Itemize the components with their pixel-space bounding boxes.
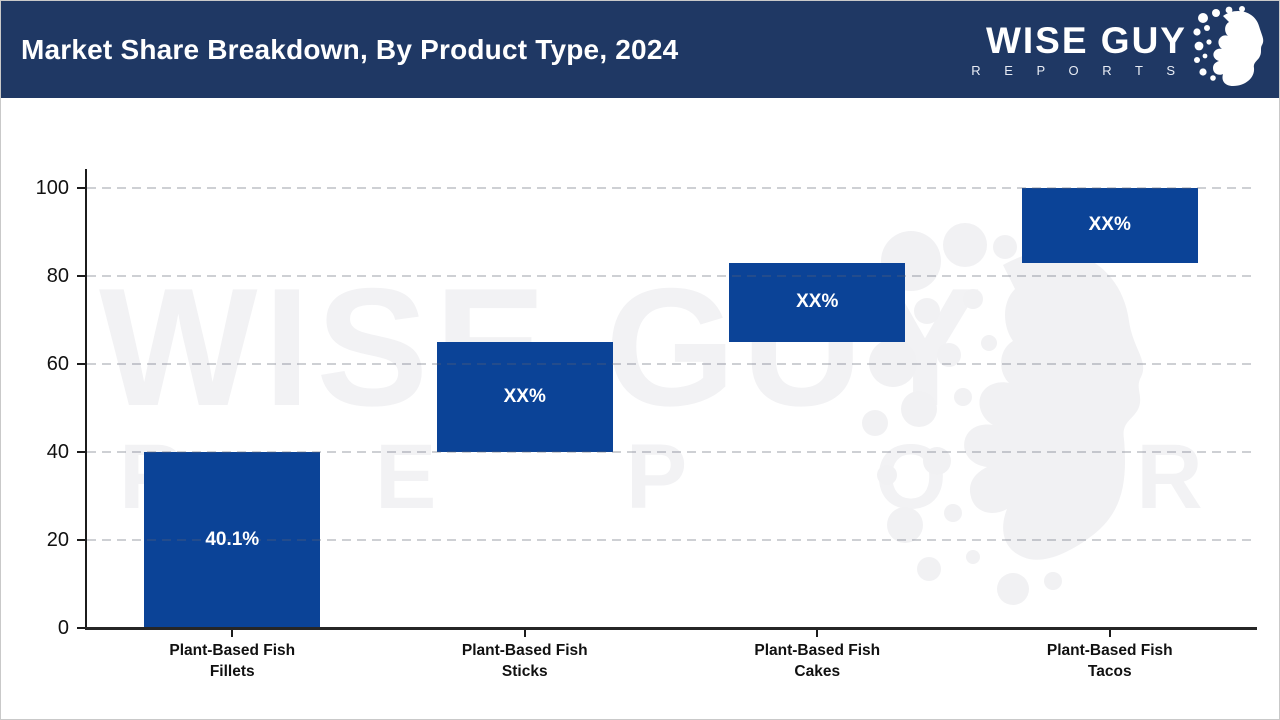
bar-value-label: XX% (796, 291, 839, 313)
bar (436, 342, 613, 452)
gridline (87, 363, 1256, 365)
y-axis-tick (77, 275, 85, 277)
y-tick-label: 40 (46, 441, 69, 463)
bar-value-label: XX% (1088, 214, 1131, 236)
brand-logo: WISE GUY R E P O R T S (971, 4, 1267, 95)
bar (1021, 188, 1198, 263)
logo-wordmark: WISE GUY R E P O R T S (971, 22, 1187, 78)
y-tick-label: 0 (57, 617, 69, 639)
logo-wordmark-line1: WISE GUY (985, 19, 1187, 61)
x-tick-label-line1: Plant-Based Fish (1046, 642, 1173, 659)
x-tick-label: Plant-Based Fish Tacos (980, 641, 1240, 682)
x-axis-tick (816, 630, 819, 637)
y-axis-tick (77, 363, 85, 365)
x-tick-label-line2: Sticks (501, 662, 548, 680)
logo-wordmark-line2: R E P O R T S (971, 62, 1185, 78)
x-axis-tick (523, 630, 526, 637)
y-axis-tick (77, 627, 85, 629)
y-axis-tick (77, 187, 85, 189)
bar (144, 451, 321, 628)
bar-value-label: XX% (503, 385, 546, 407)
x-tick-label-line2: Tacos (1087, 662, 1132, 680)
bar (729, 262, 906, 342)
logo-face-icon (1189, 4, 1267, 95)
x-axis-line (85, 627, 1257, 630)
x-tick-label-line2: Fillets (209, 662, 255, 680)
y-axis-line (85, 169, 87, 629)
x-tick-label-line1: Plant-Based Fish (754, 642, 881, 659)
y-axis-tick (77, 451, 85, 453)
x-axis-tick (1108, 630, 1111, 637)
x-tick-label: Plant-Based Fish Fillets (102, 641, 362, 682)
x-tick-label: Plant-Based Fish Cakes (687, 641, 947, 682)
page-title: Market Share Breakdown, By Product Type,… (21, 33, 679, 65)
y-axis-tick (77, 539, 85, 541)
x-tick-label-line1: Plant-Based Fish (169, 642, 296, 659)
x-tick-label-line1: Plant-Based Fish (461, 642, 588, 659)
x-tick-label: Plant-Based Fish Sticks (395, 641, 655, 682)
bar-value-label: 40.1% (205, 528, 260, 550)
x-tick-label-line2: Cakes (794, 662, 841, 680)
x-axis-tick (231, 630, 234, 637)
gridline (87, 275, 1256, 277)
gridline (87, 451, 1256, 453)
gridline (87, 539, 1256, 541)
header: Market Share Breakdown, By Product Type,… (1, 1, 1279, 98)
y-tick-label: 100 (35, 177, 69, 199)
y-tick-label: 20 (46, 529, 69, 551)
y-tick-label: 80 (46, 265, 69, 287)
gridline (87, 187, 1256, 189)
y-tick-label: 60 (46, 353, 69, 375)
